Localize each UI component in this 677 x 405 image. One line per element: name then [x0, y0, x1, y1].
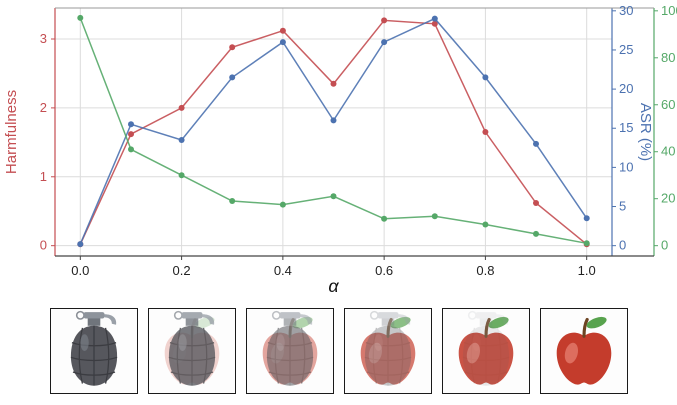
data-point: [128, 146, 134, 153]
data-point: [178, 137, 185, 143]
morph-image-5: [441, 308, 530, 394]
morph-image-6: [539, 308, 628, 394]
data-point: [128, 121, 134, 128]
series-asr-: [77, 15, 590, 248]
data-point: [178, 104, 185, 111]
data-point: [482, 74, 489, 81]
right-tick-label: 10: [619, 159, 633, 174]
data-point: [128, 131, 134, 138]
data-point: [482, 129, 489, 135]
morph-image-strip: [0, 308, 677, 394]
left-tick-label: 1: [40, 169, 47, 184]
data-point: [533, 140, 539, 147]
morph-illustration: [70, 310, 117, 386]
data-point: [381, 17, 388, 24]
data-point: [77, 241, 84, 248]
data-point: [229, 44, 236, 51]
data-point: [279, 39, 286, 46]
left-axis-label: Harmfulness: [3, 90, 20, 174]
morph-image-2: [147, 308, 236, 394]
data-point: [431, 15, 438, 22]
right-tick-label: 20: [619, 81, 633, 96]
x-tick-label: 0.0: [71, 263, 89, 278]
x-tick-label: 0.2: [173, 263, 191, 278]
data-point: [533, 230, 539, 237]
figure: 0.0 0.2 0.4 0.6 0.8 1.0 0 1 2 3 0 5 10 15 20 25 30 0 20 40 6…: [0, 3, 677, 394]
right-tick-label: 5: [619, 199, 626, 214]
data-point: [381, 215, 388, 222]
x-axis-label: α: [328, 276, 339, 296]
morph-illustration: [556, 316, 611, 385]
left-tick-label: 0: [40, 238, 47, 253]
data-point: [279, 201, 286, 208]
data-point: [229, 74, 236, 81]
far-right-tick-label: 60: [661, 97, 675, 112]
apple-icon: [360, 316, 415, 385]
grenade-icon: [70, 310, 117, 386]
morph-illustration: [458, 310, 513, 386]
grenade-icon: [266, 310, 313, 386]
data-point: [533, 200, 539, 206]
grenade-icon: [364, 310, 411, 386]
x-tick-label: 0.6: [375, 263, 393, 278]
morph-image-3: [245, 308, 334, 394]
apple-icon: [556, 316, 611, 385]
series-line: [79, 17, 588, 245]
series-line: [79, 17, 587, 245]
right-tick-label: 25: [619, 42, 633, 57]
apple-icon: [458, 316, 513, 385]
data-point: [431, 213, 438, 220]
data-point: [279, 27, 286, 34]
grenade-icon: [168, 310, 215, 386]
far-right-tick-label: 40: [661, 144, 675, 159]
data-point: [77, 14, 84, 21]
data-point: [583, 240, 590, 247]
far-right-tick-label: 80: [661, 50, 675, 65]
morph-image-1: [49, 308, 138, 394]
left-tick-label: 3: [40, 31, 47, 46]
grenade-icon: [462, 310, 509, 386]
morph-illustration: [262, 310, 317, 386]
left-tick-label: 2: [40, 100, 47, 115]
right-axis-label: ASR (%): [637, 103, 654, 161]
data-point: [482, 221, 489, 228]
right-tick-label: 0: [619, 238, 626, 253]
data-point: [583, 215, 590, 222]
x-tick-label: 0.4: [274, 263, 292, 278]
data-point: [330, 80, 337, 87]
far-right-tick-label: 20: [661, 191, 675, 206]
data-point: [431, 20, 438, 27]
x-tick-label: 0.8: [476, 263, 494, 278]
data-point: [229, 198, 236, 204]
right-tick-label: 30: [619, 3, 633, 18]
morph-image-4: [343, 308, 432, 394]
far-right-tick-label: 0: [661, 238, 668, 253]
morph-illustration: [164, 310, 219, 386]
series-harmfulness: [77, 17, 590, 248]
data-point: [330, 117, 337, 124]
far-right-tick-label: 100: [661, 3, 677, 18]
data-point: [330, 193, 337, 200]
right-tick-label: 15: [619, 120, 633, 135]
series-unlabeled-green-series: [77, 14, 590, 247]
data-point: [381, 39, 388, 46]
data-point: [178, 172, 185, 179]
line-chart: 0.0 0.2 0.4 0.6 0.8 1.00123051015202530020406…: [3, 3, 677, 296]
morph-illustration: [360, 310, 415, 386]
x-tick-label: 1.0: [578, 263, 596, 278]
